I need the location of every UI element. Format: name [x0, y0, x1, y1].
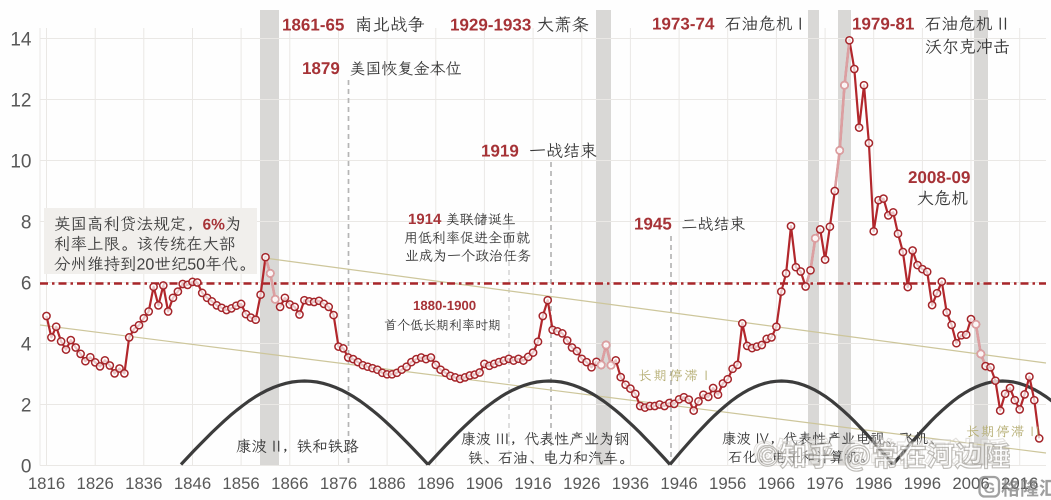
svg-text:4: 4: [21, 335, 32, 356]
svg-text:1926: 1926: [563, 474, 600, 493]
svg-text:1956: 1956: [709, 474, 746, 493]
svg-text:1916: 1916: [514, 474, 551, 493]
svg-text:1866: 1866: [271, 474, 308, 493]
svg-text:1946: 1946: [660, 474, 697, 493]
svg-text:1936: 1936: [612, 474, 649, 493]
svg-text:8: 8: [21, 213, 32, 234]
svg-text:1826: 1826: [77, 474, 114, 493]
svg-text:12: 12: [10, 91, 31, 112]
svg-text:1896: 1896: [417, 474, 454, 493]
svg-text:1966: 1966: [758, 474, 795, 493]
svg-text:6: 6: [21, 274, 32, 295]
svg-text:1836: 1836: [125, 474, 162, 493]
svg-text:1846: 1846: [174, 474, 211, 493]
svg-text:1906: 1906: [466, 474, 503, 493]
svg-text:1886: 1886: [368, 474, 405, 493]
svg-text:14: 14: [10, 30, 32, 51]
svg-text:0: 0: [21, 457, 32, 478]
svg-text:1996: 1996: [904, 474, 941, 493]
svg-text:1816: 1816: [28, 474, 65, 493]
svg-text:1856: 1856: [222, 474, 259, 493]
svg-text:1976: 1976: [806, 474, 843, 493]
svg-text:1986: 1986: [855, 474, 892, 493]
svg-text:1876: 1876: [320, 474, 357, 493]
svg-text:10: 10: [10, 152, 31, 173]
svg-text:2: 2: [21, 396, 32, 417]
